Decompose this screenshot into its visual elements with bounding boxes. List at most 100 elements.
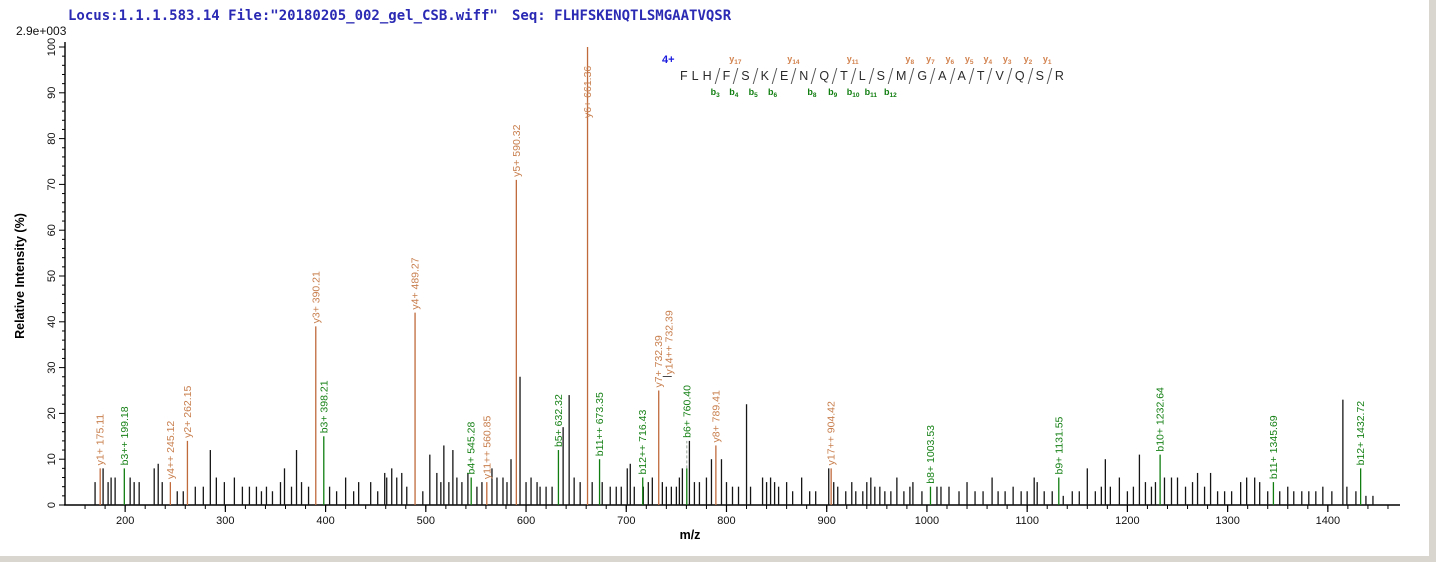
- b-ion-label: b9: [828, 87, 838, 99]
- residue-letter: S: [741, 69, 750, 83]
- y-tick-label: 60: [46, 224, 58, 236]
- y-axis-title: Relative Intensity (%): [13, 213, 27, 339]
- peak-label-secondary: y14++ 732.39: [664, 310, 676, 374]
- fragment-divider: y1: [1043, 54, 1053, 86]
- residue-letter: G: [917, 69, 928, 83]
- residue-letter: S: [1035, 69, 1044, 83]
- unlabeled-peaks: [94, 376, 1374, 505]
- peak-label: y4+ 489.27: [410, 257, 422, 309]
- fragment-divider: y6: [946, 54, 956, 86]
- peak-label: y17++ 904.42: [826, 401, 838, 465]
- b-ion-label: b6: [767, 87, 778, 99]
- x-tick-label: 700: [617, 515, 635, 527]
- y-ion-label: y3: [1002, 54, 1012, 66]
- residue-letter: A: [938, 69, 947, 83]
- fragment-divider: y14: [787, 54, 800, 86]
- y-tick-label: 10: [46, 453, 58, 465]
- peak-label: b11++ 673.35: [594, 392, 606, 456]
- fragment-divider: b9: [828, 66, 838, 99]
- x-tick-label: 400: [316, 515, 334, 527]
- residue-letter: M: [896, 69, 907, 83]
- x-tick-label: 1100: [1015, 515, 1039, 527]
- b-ion-label: b11: [864, 87, 878, 99]
- residue-letter: T: [840, 69, 848, 83]
- y-ion-label: y17: [729, 54, 742, 66]
- peak-label: b3+ 398.21: [318, 380, 330, 433]
- residue-letter: H: [702, 69, 712, 83]
- x-tick-label: 300: [216, 515, 234, 527]
- residue-letter: S: [876, 69, 885, 83]
- peak-label: y1+ 175.11: [95, 414, 107, 466]
- sequence-header: Seq: FLHFSKENQTLSMGAATVQSR: [512, 8, 731, 24]
- cleavage-slash-icon: [714, 68, 720, 84]
- peak-label: y3+ 390.21: [310, 271, 322, 323]
- cleavage-slash-icon: [868, 68, 874, 84]
- residue-letter: R: [1054, 69, 1064, 83]
- x-axis-title: m/z: [680, 528, 701, 542]
- cleavage-slash-icon: [831, 68, 838, 84]
- b-ion-label: b5: [748, 87, 758, 99]
- max-intensity-label: 2.9e+003: [16, 24, 67, 38]
- peak-label: y4++ 245.12: [165, 421, 177, 480]
- x-tick-label: 1000: [915, 515, 939, 527]
- fragment-divider: y4: [983, 54, 993, 86]
- axes: Relative Intensity (%) m/z: [13, 42, 1400, 542]
- y-ion-label: y8: [905, 54, 915, 66]
- y-ion-label: y7: [926, 54, 935, 66]
- b-ion-label: b3: [710, 87, 720, 99]
- fragment-divider: b12: [884, 66, 897, 99]
- peak-label: y5+ 590.32: [511, 124, 523, 176]
- fragment-divider: b11: [865, 66, 877, 99]
- peak-label: y6+ 661.36: [582, 66, 594, 118]
- cleavage-slash-icon: [1027, 68, 1033, 84]
- x-tick-label: 1300: [1215, 515, 1239, 527]
- y-tick-label: 0: [46, 502, 58, 508]
- y-ion-label: y11: [846, 54, 859, 66]
- fragment-divider: y3: [1003, 54, 1013, 86]
- peak-label: y8+ 789.41: [710, 390, 722, 442]
- residue-letter: V: [995, 69, 1004, 83]
- y-ion-label: y6: [945, 54, 955, 66]
- y-ion-label: y2: [1023, 54, 1033, 66]
- cleavage-slash-icon: [949, 68, 955, 84]
- peak-label: b6+ 760.40: [681, 385, 693, 438]
- y-tick-label: 90: [46, 87, 58, 99]
- fragment-divider: y5: [965, 54, 975, 86]
- cleavage-slash-icon: [732, 68, 739, 84]
- cleavage-slash-icon: [771, 68, 778, 84]
- cleavage-slash-icon: [752, 68, 758, 84]
- cleavage-slash-icon: [987, 68, 993, 84]
- b-ion-label: b12: [884, 87, 897, 99]
- cleavage-slash-icon: [791, 68, 797, 84]
- peak-label: y11++ 560.85: [481, 415, 493, 479]
- peak-label: b10+ 1232.64: [1155, 387, 1167, 452]
- b-ion-label: b8: [807, 87, 817, 99]
- x-tick-label: 600: [517, 515, 535, 527]
- y-ion-label: y1: [1042, 54, 1052, 66]
- y-tick-label: 40: [46, 316, 58, 328]
- peak-label: y7+ 732.39: [653, 335, 665, 387]
- peak-label: b3++ 199.18: [119, 406, 131, 465]
- cleavage-slash-icon: [850, 68, 856, 84]
- locus-file-title: Locus:1.1.1.583.14 File:"20180205_002_ge…: [68, 8, 498, 24]
- labeled-ion-peaks: y1+ 175.11 b3++ 199.18 y4++ 245.12 y2+ 262.…: [95, 47, 1367, 505]
- y-ion-label: y4: [983, 54, 993, 66]
- residue-letter: F: [722, 69, 731, 83]
- residue-letter: N: [799, 69, 809, 83]
- y-tick-label: 30: [46, 361, 58, 373]
- y-ion-label: y14: [787, 54, 800, 66]
- peak-label: y2+ 262.15: [182, 385, 194, 437]
- seq-label: Seq:: [512, 8, 546, 24]
- peak-label: b4+ 545.28: [466, 422, 478, 475]
- x-tick-label: 200: [116, 515, 134, 527]
- residue-letter: A: [957, 69, 966, 83]
- y-tick-label: 50: [46, 270, 58, 282]
- fragment-divider: y2: [1024, 54, 1034, 86]
- residue-letter: Q: [1014, 69, 1025, 83]
- residue-letter: L: [858, 69, 866, 83]
- peak-label: b5+ 632.32: [553, 394, 565, 447]
- fragment-divider: b3: [711, 66, 721, 99]
- window-border-right: [1429, 0, 1436, 562]
